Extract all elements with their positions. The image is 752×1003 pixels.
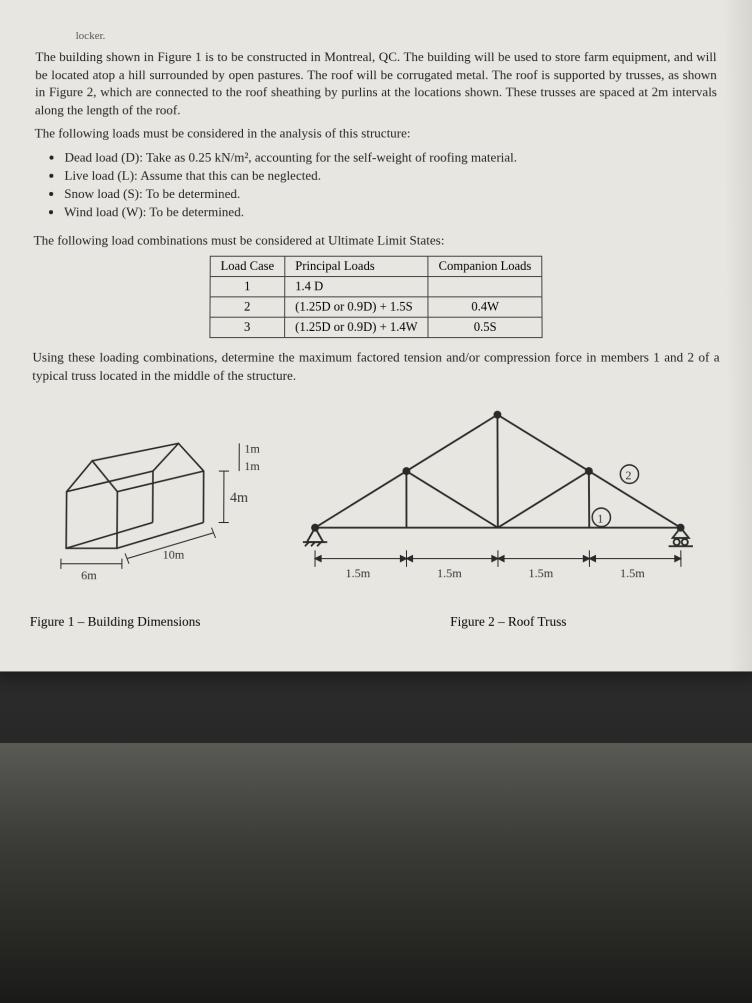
table-header: Principal Loads	[285, 256, 428, 276]
dim-1m-bot: 1m	[244, 459, 260, 473]
table-row: 1 1.4 D	[210, 277, 542, 297]
load-item: Snow load (S): To be determined.	[64, 185, 718, 203]
span-3: 1.5m	[528, 566, 553, 580]
dim-1m-top: 1m	[244, 441, 260, 455]
load-combinations-table: Load Case Principal Loads Companion Load…	[209, 256, 543, 338]
figure-2: 1 2 1.5m 1.5m 1.5m 1.5m Figure 2 – Roof …	[295, 394, 723, 630]
loads-intro: The following loads must be considered i…	[35, 125, 718, 143]
figures-row: 6m 10m 4m 1m 1m Figure 1 – Building Dime…	[30, 394, 722, 630]
figure-1-caption: Figure 1 – Building Dimensions	[30, 614, 274, 631]
table-header: Companion Loads	[428, 256, 542, 276]
table-row: 3 (1.25D or 0.9D) + 1.4W 0.5S	[210, 317, 543, 337]
member-2-label: 2	[625, 468, 631, 482]
dim-6m: 6m	[81, 568, 97, 582]
member-1-label: 1	[597, 511, 603, 525]
load-item: Dead load (D): Take as 0.25 kN/m², accou…	[64, 148, 717, 166]
load-item: Live load (L): Assume that this can be n…	[64, 167, 717, 185]
loads-list: Dead load (D): Take as 0.25 kN/m², accou…	[64, 148, 718, 221]
dim-4m: 4m	[230, 491, 248, 506]
combo-intro: The following load combinations must be …	[34, 232, 719, 250]
figure-1: 6m 10m 4m 1m 1m Figure 1 – Building Dime…	[30, 394, 275, 630]
load-item: Wind load (W): To be determined.	[64, 203, 718, 221]
figure-2-caption: Figure 2 – Roof Truss	[295, 614, 723, 631]
table-header: Load Case	[210, 256, 285, 276]
span-1: 1.5m	[345, 566, 370, 580]
header-fragment: locker.	[76, 30, 717, 42]
intro-paragraph: The building shown in Figure 1 is to be …	[35, 48, 717, 118]
task-paragraph: Using these loading combinations, determ…	[32, 348, 720, 384]
span-2: 1.5m	[437, 566, 462, 580]
document-page: locker. The building shown in Figure 1 i…	[0, 0, 752, 672]
truss-diagram: 1 2 1.5m 1.5m 1.5m 1.5m	[295, 394, 702, 589]
dim-10m: 10m	[163, 547, 185, 561]
desk-background	[0, 743, 752, 1003]
building-diagram: 6m 10m 4m 1m 1m	[30, 394, 275, 589]
table-row: 2 (1.25D or 0.9D) + 1.5S 0.4W	[210, 297, 542, 317]
span-4: 1.5m	[620, 566, 646, 580]
